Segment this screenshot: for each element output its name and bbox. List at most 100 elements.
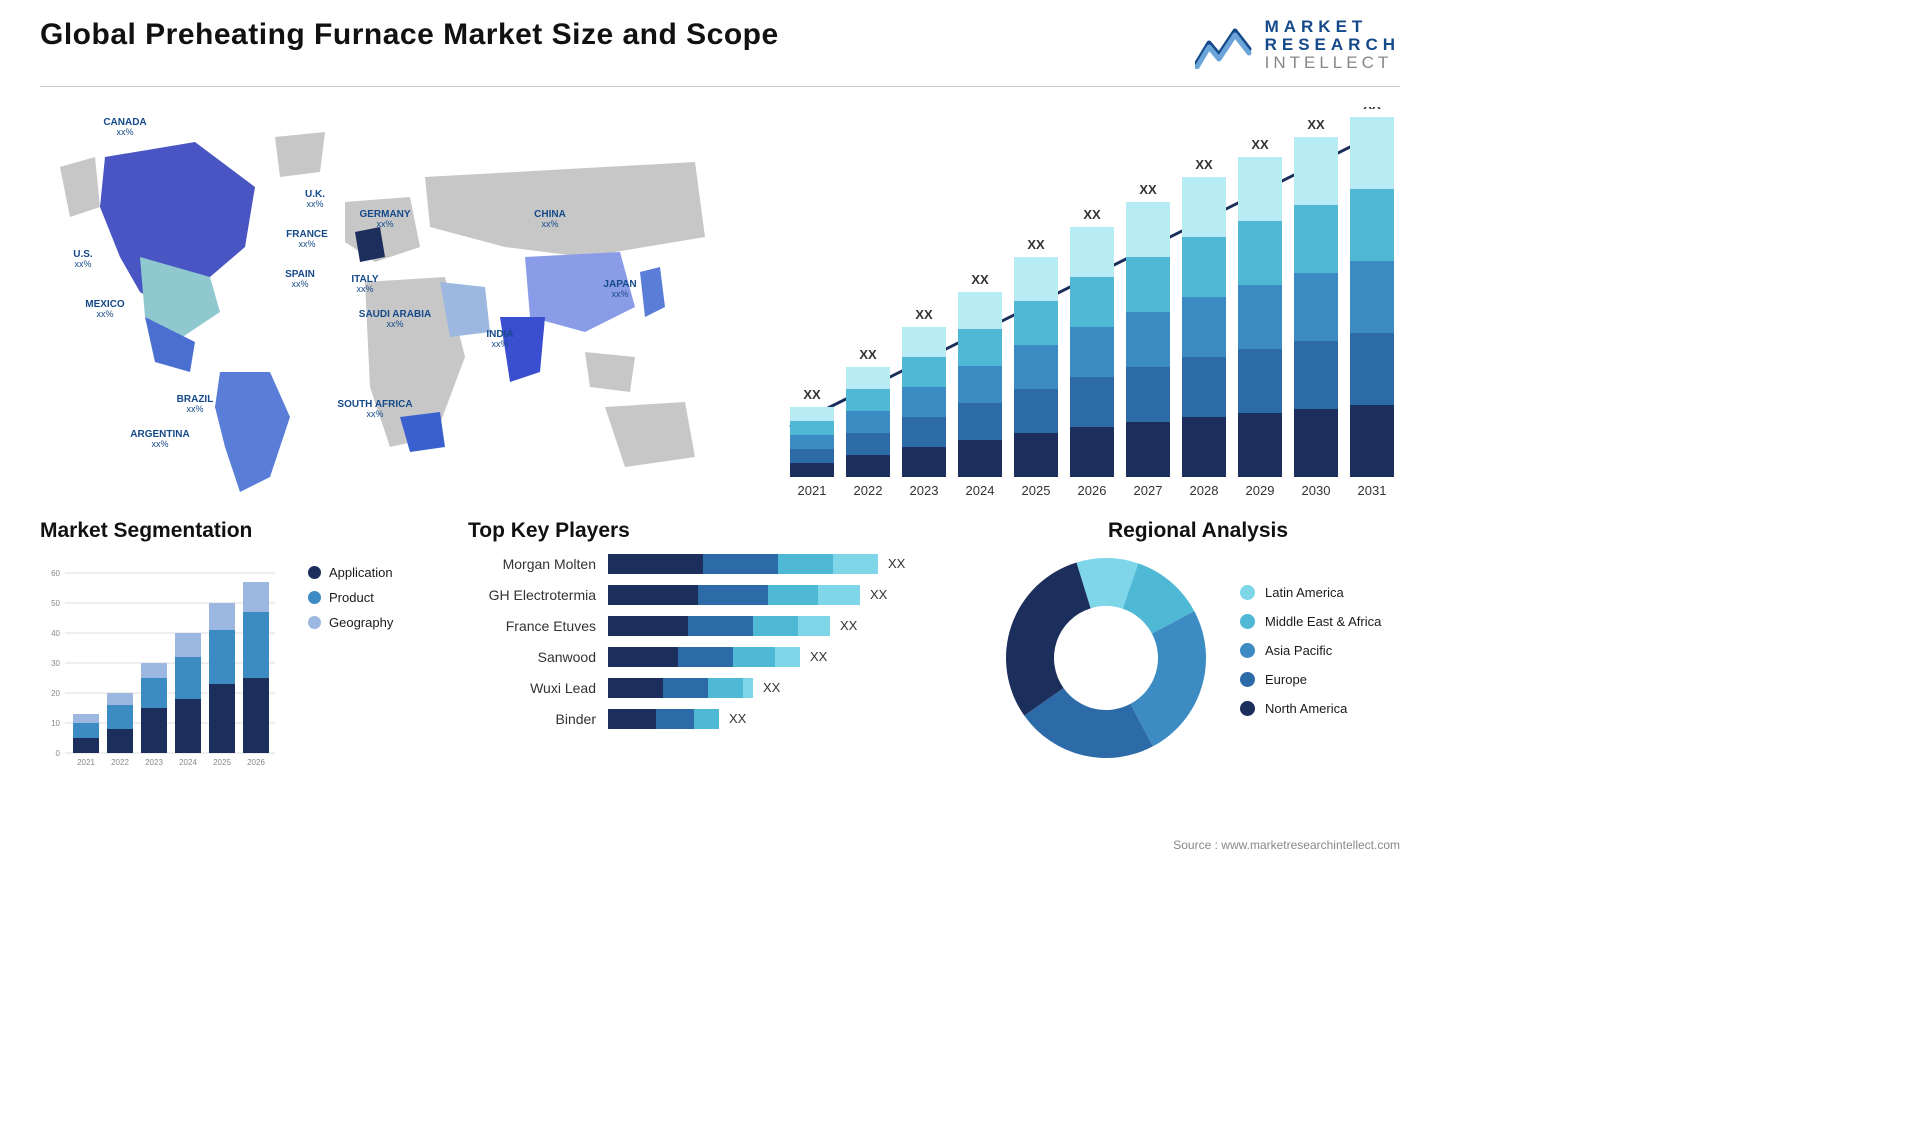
regional-donut-svg xyxy=(996,553,1216,763)
svg-text:XX: XX xyxy=(1027,237,1045,252)
svg-text:30: 30 xyxy=(51,659,60,668)
svg-text:XX: XX xyxy=(1363,107,1381,112)
player-bar xyxy=(608,647,800,667)
legend-dot-icon xyxy=(308,591,321,604)
regional-legend: Latin AmericaMiddle East & AfricaAsia Pa… xyxy=(1240,585,1381,730)
legend-dot-icon xyxy=(308,616,321,629)
svg-text:xx%: xx% xyxy=(151,439,168,449)
player-bar-segment xyxy=(694,709,719,729)
player-bar xyxy=(608,554,878,574)
regional-legend-item: North America xyxy=(1240,701,1381,716)
player-bar-segment xyxy=(608,647,678,667)
player-row: Wuxi LeadXX xyxy=(468,677,968,699)
player-row: BinderXX xyxy=(468,708,968,730)
svg-text:2024: 2024 xyxy=(966,483,995,498)
player-row: France EtuvesXX xyxy=(468,615,968,637)
svg-text:2031: 2031 xyxy=(1358,483,1387,498)
player-bar-wrap: XX xyxy=(608,709,968,729)
svg-text:XX: XX xyxy=(971,272,989,287)
forecast-chart-svg: XX2021XX2022XX2023XX2024XX2025XX2026XX20… xyxy=(780,107,1400,507)
player-row: GH ElectrotermiaXX xyxy=(468,584,968,606)
player-bar xyxy=(608,616,830,636)
forecast-chart: XX2021XX2022XX2023XX2024XX2025XX2026XX20… xyxy=(780,107,1400,507)
player-name: Binder xyxy=(468,711,608,727)
player-bar-segment xyxy=(768,585,818,605)
svg-text:2025: 2025 xyxy=(213,758,231,767)
player-bar-segment xyxy=(698,585,768,605)
player-value: XX xyxy=(870,587,887,602)
svg-text:xx%: xx% xyxy=(96,309,113,319)
svg-text:xx%: xx% xyxy=(116,127,133,137)
svg-text:2026: 2026 xyxy=(1078,483,1107,498)
players-panel: Top Key Players Morgan MoltenXXGH Electr… xyxy=(468,519,968,773)
svg-text:xx%: xx% xyxy=(74,259,91,269)
svg-text:xx%: xx% xyxy=(298,239,315,249)
player-bar xyxy=(608,709,719,729)
player-bar-segment xyxy=(833,554,878,574)
svg-text:xx%: xx% xyxy=(541,219,558,229)
legend-label: Product xyxy=(329,590,374,605)
player-bar-segment xyxy=(656,709,694,729)
player-value: XX xyxy=(888,556,905,571)
svg-text:10: 10 xyxy=(51,719,60,728)
segmentation-legend: ApplicationProductGeography xyxy=(308,553,393,773)
player-bar-segment xyxy=(703,554,778,574)
player-row: SanwoodXX xyxy=(468,646,968,668)
segmentation-legend-item: Geography xyxy=(308,615,393,630)
legend-dot-icon xyxy=(308,566,321,579)
svg-text:2021: 2021 xyxy=(798,483,827,498)
svg-text:2024: 2024 xyxy=(179,758,197,767)
regional-legend-item: Middle East & Africa xyxy=(1240,614,1381,629)
segmentation-title: Market Segmentation xyxy=(40,519,440,543)
svg-text:XX: XX xyxy=(1251,137,1269,152)
segmentation-panel: Market Segmentation 01020304050602021202… xyxy=(40,519,440,773)
svg-text:2025: 2025 xyxy=(1022,483,1051,498)
svg-text:2022: 2022 xyxy=(854,483,883,498)
segmentation-chart-svg: 0102030405060202120222023202420252026 xyxy=(40,553,290,773)
svg-text:xx%: xx% xyxy=(611,289,628,299)
svg-text:xx%: xx% xyxy=(306,199,323,209)
legend-label: Middle East & Africa xyxy=(1265,614,1381,629)
player-bar-segment xyxy=(733,647,775,667)
players-title: Top Key Players xyxy=(468,519,968,543)
svg-text:xx%: xx% xyxy=(376,219,393,229)
page-title: Global Preheating Furnace Market Size an… xyxy=(40,18,779,52)
legend-label: North America xyxy=(1265,701,1347,716)
regional-legend-item: Asia Pacific xyxy=(1240,643,1381,658)
world-map: CANADAxx%U.S.xx%MEXICOxx%BRAZILxx%ARGENT… xyxy=(40,107,750,507)
regional-title: Regional Analysis xyxy=(996,519,1400,543)
source-attribution: Source : www.marketresearchintellect.com xyxy=(1173,838,1400,852)
regional-panel: Regional Analysis Latin AmericaMiddle Ea… xyxy=(996,519,1400,773)
svg-text:20: 20 xyxy=(51,689,60,698)
svg-text:2029: 2029 xyxy=(1246,483,1275,498)
svg-text:40: 40 xyxy=(51,629,60,638)
logo-line-1: MARKET xyxy=(1265,18,1400,36)
logo-mark-icon xyxy=(1195,21,1253,69)
svg-text:60: 60 xyxy=(51,569,60,578)
svg-text:XX: XX xyxy=(915,307,933,322)
svg-text:xx%: xx% xyxy=(186,404,203,414)
player-bar-segment xyxy=(663,678,708,698)
svg-text:50: 50 xyxy=(51,599,60,608)
player-value: XX xyxy=(763,680,780,695)
svg-text:2028: 2028 xyxy=(1190,483,1219,498)
logo-line-3: INTELLECT xyxy=(1265,54,1400,72)
legend-label: Geography xyxy=(329,615,393,630)
svg-text:XX: XX xyxy=(1139,182,1157,197)
svg-text:xx%: xx% xyxy=(291,279,308,289)
player-bar-segment xyxy=(608,709,656,729)
header: Global Preheating Furnace Market Size an… xyxy=(0,0,1440,82)
player-bar-segment xyxy=(778,554,833,574)
svg-text:xx%: xx% xyxy=(491,339,508,349)
legend-label: Europe xyxy=(1265,672,1307,687)
svg-text:2022: 2022 xyxy=(111,758,129,767)
legend-dot-icon xyxy=(1240,614,1255,629)
legend-dot-icon xyxy=(1240,672,1255,687)
player-value: XX xyxy=(810,649,827,664)
legend-dot-icon xyxy=(1240,585,1255,600)
player-name: France Etuves xyxy=(468,618,608,634)
player-bar-segment xyxy=(608,585,698,605)
player-bar-segment xyxy=(678,647,733,667)
player-bar-segment xyxy=(608,678,663,698)
legend-dot-icon xyxy=(1240,701,1255,716)
